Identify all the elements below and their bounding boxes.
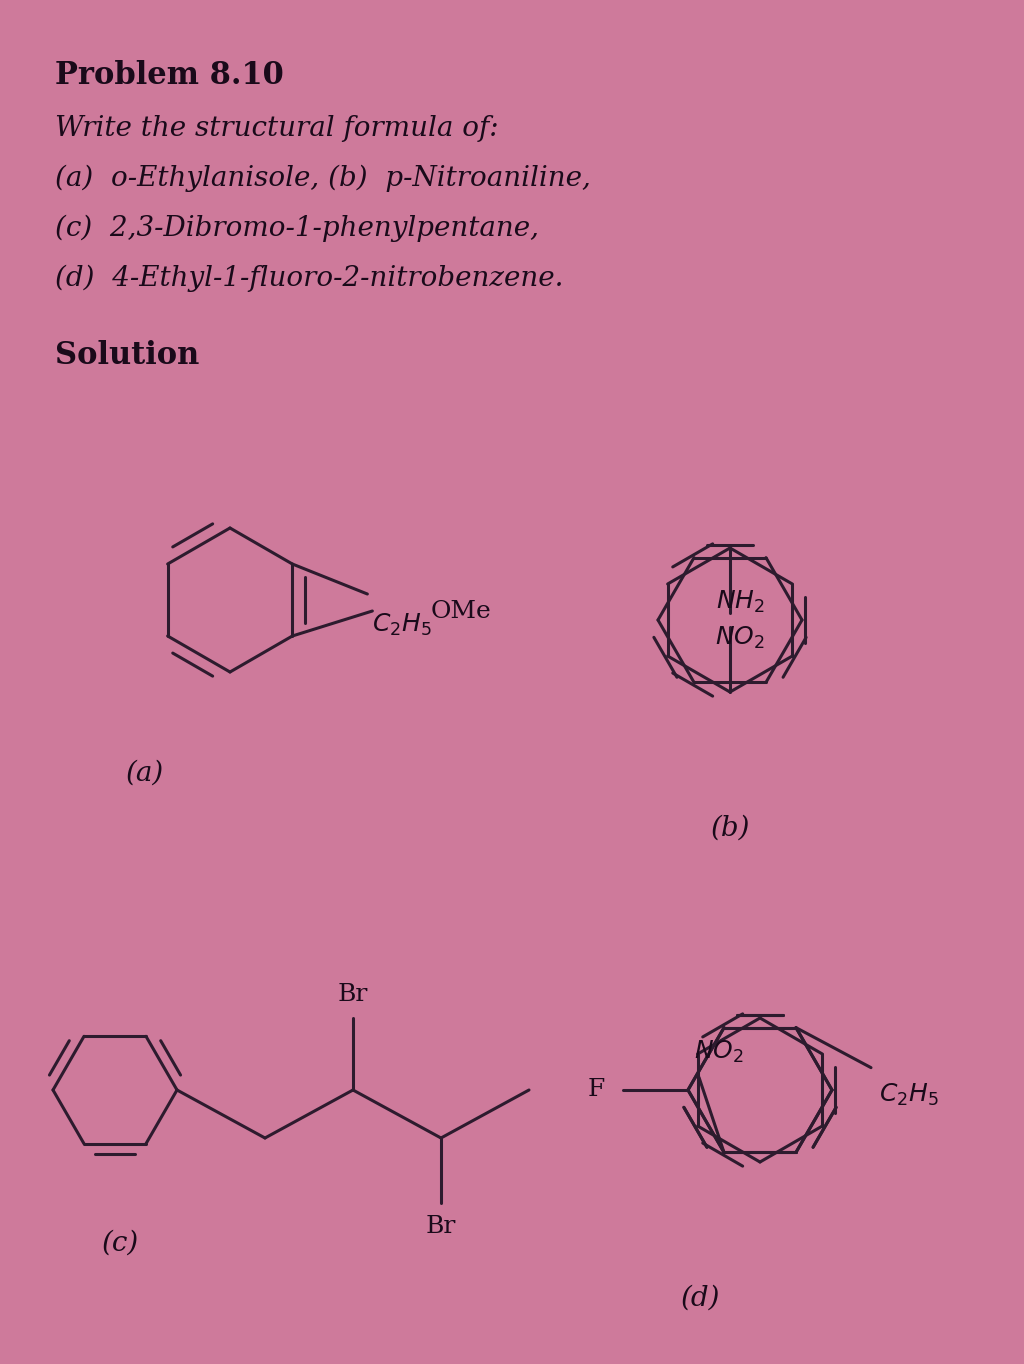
Text: (d)  4-Ethyl-1-fluoro-2-nitrobenzene.: (d) 4-Ethyl-1-fluoro-2-nitrobenzene. [55,265,563,292]
Text: (b): (b) [711,816,750,842]
Text: (c)  2,3-Dibromo-1-phenylpentane,: (c) 2,3-Dibromo-1-phenylpentane, [55,216,539,243]
Text: $NH_2$: $NH_2$ [716,589,765,615]
Text: Problem 8.10: Problem 8.10 [55,60,284,91]
Text: Br: Br [426,1215,456,1239]
Text: (a): (a) [126,760,164,787]
Text: (c): (c) [101,1230,138,1258]
Text: OMe: OMe [430,600,492,622]
Text: F: F [588,1079,605,1102]
Text: $C_2H_5$: $C_2H_5$ [879,1082,939,1108]
Text: Br: Br [338,983,369,1007]
Text: $NO_2$: $NO_2$ [715,625,765,651]
Text: Solution: Solution [55,340,200,371]
Text: (d): (d) [680,1285,720,1312]
Text: Write the structural formula of:: Write the structural formula of: [55,115,499,142]
Text: (a)  o-Ethylanisole, (b)  p-Nitroaniline,: (a) o-Ethylanisole, (b) p-Nitroaniline, [55,165,591,192]
Text: $C_2H_5$: $C_2H_5$ [373,612,432,638]
Text: $NO_2$: $NO_2$ [694,1039,743,1065]
